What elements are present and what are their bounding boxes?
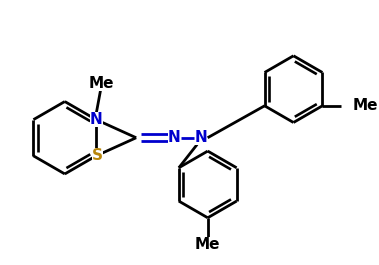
Text: N: N [194, 130, 207, 145]
Text: N: N [168, 130, 181, 145]
Text: Me: Me [353, 98, 378, 113]
Text: Me: Me [88, 76, 114, 91]
Text: Me: Me [195, 237, 221, 252]
Text: N: N [90, 112, 103, 127]
Text: S: S [92, 148, 103, 163]
